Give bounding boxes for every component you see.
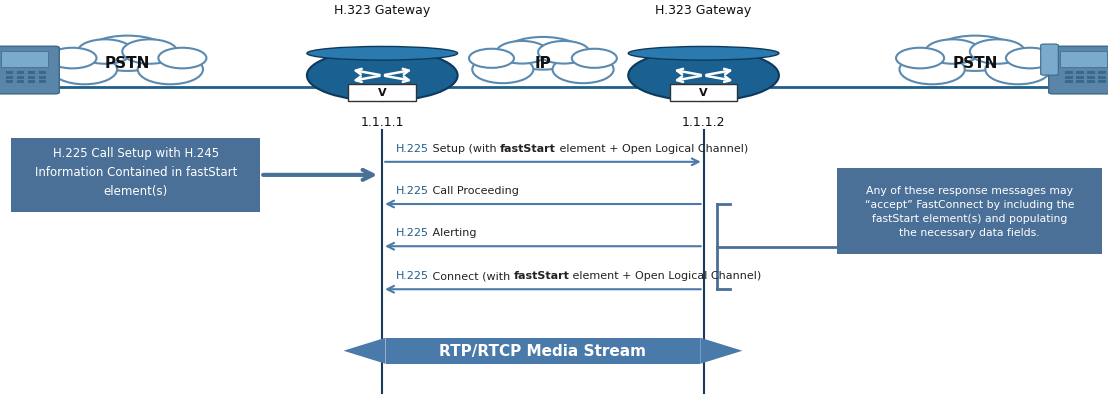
Ellipse shape — [137, 55, 203, 85]
FancyBboxPatch shape — [386, 338, 700, 364]
Text: H.225: H.225 — [396, 186, 429, 196]
FancyBboxPatch shape — [1060, 52, 1107, 68]
Polygon shape — [343, 338, 386, 364]
Text: H.225 Call Setup with H.245
Information Contained in fastStart
element(s): H.225 Call Setup with H.245 Information … — [34, 147, 237, 198]
Ellipse shape — [78, 40, 133, 65]
Ellipse shape — [900, 55, 965, 85]
FancyBboxPatch shape — [28, 72, 35, 75]
FancyBboxPatch shape — [6, 72, 13, 75]
Text: V: V — [699, 88, 708, 98]
Ellipse shape — [1006, 49, 1054, 69]
Text: PSTN: PSTN — [105, 55, 150, 71]
FancyBboxPatch shape — [837, 168, 1102, 255]
FancyBboxPatch shape — [1087, 76, 1095, 79]
FancyBboxPatch shape — [669, 85, 738, 102]
FancyBboxPatch shape — [17, 72, 24, 75]
Text: element + Open Logical Channel): element + Open Logical Channel) — [555, 144, 748, 154]
Ellipse shape — [925, 40, 981, 65]
Text: Connect (with: Connect (with — [429, 271, 513, 281]
Text: Call Proceeding: Call Proceeding — [429, 186, 519, 196]
Ellipse shape — [970, 40, 1025, 65]
Text: H.323 Gateway: H.323 Gateway — [656, 4, 751, 16]
FancyBboxPatch shape — [1048, 47, 1108, 95]
FancyBboxPatch shape — [0, 47, 60, 95]
FancyBboxPatch shape — [1066, 81, 1073, 84]
Text: fastStart: fastStart — [500, 144, 555, 154]
FancyBboxPatch shape — [1098, 76, 1106, 79]
Text: RTP/RTCP Media Stream: RTP/RTCP Media Stream — [440, 343, 646, 358]
FancyBboxPatch shape — [1076, 81, 1084, 84]
FancyBboxPatch shape — [28, 81, 35, 84]
Ellipse shape — [553, 57, 614, 84]
Ellipse shape — [985, 55, 1050, 85]
FancyBboxPatch shape — [1076, 76, 1084, 79]
Text: H.225: H.225 — [396, 144, 429, 154]
Ellipse shape — [122, 40, 177, 65]
Text: Any of these response messages may
“accept” FastConnect by including the
fastSta: Any of these response messages may “acce… — [864, 186, 1075, 237]
Ellipse shape — [307, 47, 458, 61]
Ellipse shape — [628, 47, 779, 61]
FancyBboxPatch shape — [6, 76, 13, 79]
FancyBboxPatch shape — [1087, 81, 1095, 84]
Ellipse shape — [628, 51, 779, 102]
FancyBboxPatch shape — [39, 72, 47, 75]
Ellipse shape — [932, 36, 1018, 72]
Text: H.225: H.225 — [396, 271, 429, 281]
FancyBboxPatch shape — [17, 81, 24, 84]
FancyBboxPatch shape — [11, 138, 260, 213]
FancyBboxPatch shape — [1066, 72, 1073, 75]
Text: fastStart: fastStart — [513, 271, 570, 281]
Text: 1.1.1.1: 1.1.1.1 — [360, 116, 404, 129]
FancyBboxPatch shape — [1040, 45, 1058, 76]
FancyBboxPatch shape — [28, 76, 35, 79]
Ellipse shape — [84, 36, 171, 72]
FancyBboxPatch shape — [6, 81, 13, 84]
FancyBboxPatch shape — [1076, 72, 1084, 75]
FancyBboxPatch shape — [1098, 72, 1106, 75]
Text: 1.1.1.2: 1.1.1.2 — [681, 116, 726, 129]
Text: Setup (with: Setup (with — [429, 144, 500, 154]
Ellipse shape — [158, 49, 206, 69]
Ellipse shape — [469, 50, 514, 69]
Text: Alerting: Alerting — [429, 228, 476, 238]
Ellipse shape — [49, 49, 96, 69]
Polygon shape — [700, 338, 742, 364]
FancyBboxPatch shape — [39, 76, 47, 79]
FancyBboxPatch shape — [17, 76, 24, 79]
Ellipse shape — [572, 50, 617, 69]
Ellipse shape — [538, 42, 589, 65]
Ellipse shape — [503, 38, 583, 71]
Text: H.225: H.225 — [396, 228, 429, 238]
Ellipse shape — [52, 55, 117, 85]
Text: PSTN: PSTN — [953, 55, 997, 71]
FancyBboxPatch shape — [348, 85, 417, 102]
Ellipse shape — [472, 57, 533, 84]
Ellipse shape — [307, 51, 458, 102]
FancyBboxPatch shape — [39, 81, 47, 84]
Ellipse shape — [896, 49, 944, 69]
FancyBboxPatch shape — [1087, 72, 1095, 75]
Text: IP: IP — [534, 55, 552, 71]
Text: element + Open Logical Channel): element + Open Logical Channel) — [570, 271, 761, 281]
FancyBboxPatch shape — [1066, 76, 1073, 79]
FancyBboxPatch shape — [1098, 81, 1106, 84]
Text: V: V — [378, 88, 387, 98]
FancyBboxPatch shape — [1, 52, 48, 68]
Ellipse shape — [496, 42, 547, 65]
Text: H.323 Gateway: H.323 Gateway — [335, 4, 430, 16]
